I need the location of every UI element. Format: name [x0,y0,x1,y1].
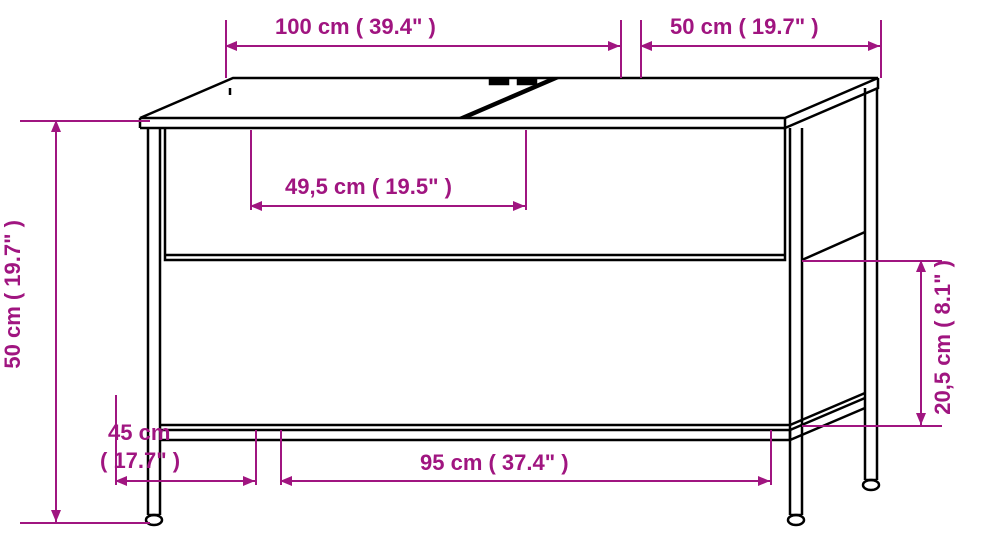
diagram-container: 100 cm ( 39.4" ) 50 cm ( 19.7" ) 49,5 cm… [0,0,990,560]
label-depth-top: 50 cm ( 19.7" ) [670,14,819,40]
label-height-left: 50 cm ( 19.7" ) [0,220,26,369]
label-width-top: 100 cm ( 39.4" ) [275,14,436,40]
furniture-outline [0,0,990,560]
label-clearance-right: 20,5 cm ( 8.1" ) [930,260,956,415]
label-shelf-depth-in: ( 17.7" ) [100,448,180,474]
label-inner-width: 49,5 cm ( 19.5" ) [285,174,452,200]
label-shelf-width: 95 cm ( 37.4" ) [420,450,569,476]
label-shelf-depth-cm: 45 cm [108,420,170,446]
